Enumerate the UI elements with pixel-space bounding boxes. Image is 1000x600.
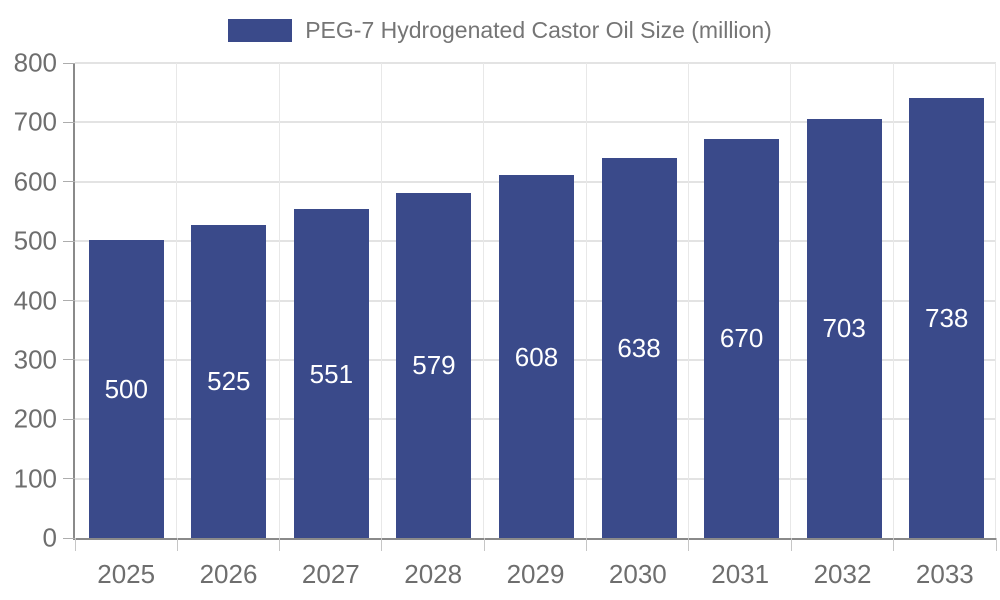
y-tick-label: 200 (13, 403, 57, 434)
bar-2033: 738 (909, 97, 985, 538)
bar-2031: 670 (704, 138, 780, 538)
bar-value-label: 500 (104, 373, 148, 404)
x-axis-tick (74, 538, 76, 551)
x-axis-tick (483, 538, 485, 551)
y-axis-tick (63, 181, 75, 183)
horizontal-gridline (75, 62, 996, 64)
y-axis-tick (63, 121, 75, 123)
vertical-gridline (483, 63, 485, 538)
bar-value-label: 703 (822, 313, 866, 344)
vertical-gridline (687, 63, 689, 538)
y-axis-tick (63, 240, 75, 242)
bar-2029: 608 (499, 175, 574, 538)
bar-value-label: 738 (925, 302, 969, 333)
vertical-gridline (380, 63, 382, 538)
y-tick-label: 400 (13, 285, 57, 315)
y-tick-label: 100 (13, 463, 57, 494)
x-axis-tick (790, 538, 792, 551)
plot-area: 0 100 200 300 400 500 600 700 800 2025 2026 2027 202… (14, 48, 997, 589)
x-tick-label-2029: 2029 (506, 559, 565, 589)
y-tick-label: 500 (13, 225, 57, 256)
y-axis-tick (63, 478, 75, 480)
x-tick-label-2033: 2033 (915, 559, 974, 589)
legend-swatch (228, 19, 293, 43)
x-axis-tick (893, 538, 895, 551)
x-tick-label-2032: 2032 (813, 559, 872, 589)
vertical-gridline (790, 63, 792, 538)
y-axis-tick (63, 537, 75, 539)
bar-2030: 638 (601, 157, 677, 538)
bar-value-label: 638 (617, 332, 661, 363)
horizontal-gridline (75, 121, 996, 124)
bar-value-label: 551 (309, 358, 354, 389)
vertical-gridline (892, 63, 894, 538)
y-axis-tick (63, 418, 75, 420)
x-tick-label-2027: 2027 (301, 559, 360, 589)
x-tick-label-2026: 2026 (199, 559, 258, 589)
vertical-gridline (176, 63, 178, 538)
x-tick-label-2031: 2031 (711, 559, 770, 589)
x-tick-label-2030: 2030 (608, 559, 667, 589)
bar-value-label: 525 (207, 366, 251, 397)
y-tick-label: 300 (13, 344, 57, 375)
vertical-gridline (278, 63, 280, 538)
x-axis-tick (995, 538, 997, 551)
y-axis-tick (63, 62, 75, 64)
bar-2025: 500 (88, 239, 164, 538)
bar-value-label: 670 (719, 323, 764, 354)
bar-2032: 703 (806, 118, 882, 538)
y-axis-tick (63, 300, 75, 301)
x-axis-tick (586, 538, 588, 551)
x-tick-label-2025: 2025 (97, 559, 156, 589)
bar-2027: 551 (293, 209, 369, 538)
bar-value-label: 608 (514, 341, 559, 372)
legend[interactable]: PEG-7 Hydrogenated Castor Oil Size (mill… (0, 17, 1000, 45)
bar-2028: 579 (396, 192, 472, 538)
legend-label: PEG-7 Hydrogenated Castor Oil Size (mill… (305, 17, 772, 43)
bar-value-label: 579 (412, 350, 456, 381)
x-axis-tick (176, 538, 178, 551)
y-tick-label: 0 (42, 522, 57, 553)
y-tick-label: 800 (13, 47, 57, 78)
y-tick-label: 600 (13, 166, 57, 197)
y-axis-tick (63, 359, 75, 361)
x-axis-tick (688, 538, 690, 551)
bar-2026: 525 (191, 224, 267, 538)
x-axis-tick (279, 538, 281, 551)
y-tick-label: 700 (13, 106, 57, 137)
vertical-gridline (585, 63, 587, 538)
x-axis-tick (381, 538, 383, 551)
vertical-gridline (995, 63, 996, 538)
x-tick-label-2028: 2028 (404, 559, 463, 589)
